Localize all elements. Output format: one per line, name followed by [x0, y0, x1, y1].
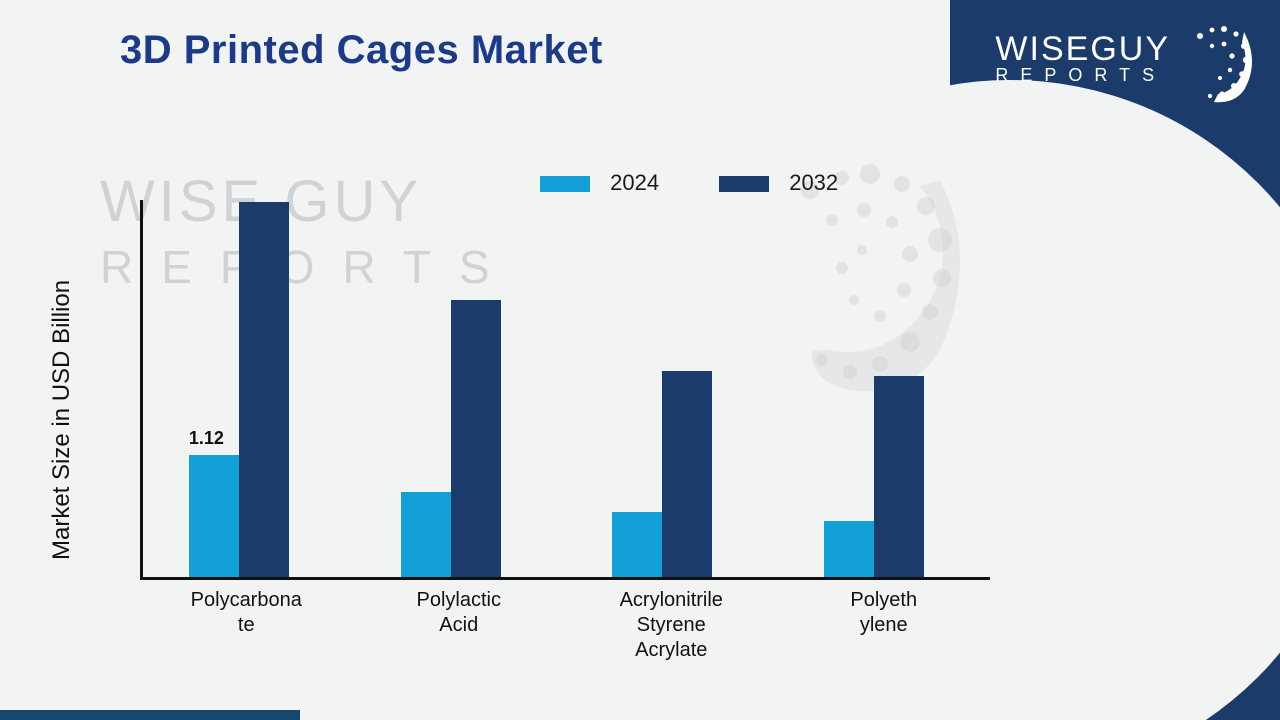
x-label-3: Polyethylene [804, 588, 964, 663]
bar-2024-0 [189, 455, 239, 577]
legend-item-2024: 2024 [540, 170, 659, 196]
bar-group-1 [401, 200, 521, 577]
bar-2024-3 [824, 521, 874, 577]
logo-line1: WISEGUY [995, 30, 1170, 69]
legend-label-2032: 2032 [789, 170, 838, 195]
stage: WISE GUY REPORTS 3D Printed Cages Market… [0, 0, 1280, 720]
data-label-2024-0: 1.12 [189, 428, 224, 449]
bar-group-2 [612, 200, 732, 577]
y-axis-label: Market Size in USD Billion [48, 280, 76, 560]
legend-swatch-2032 [719, 176, 769, 192]
bottom-accent-bar [0, 710, 300, 720]
x-label-2: AcrylonitrileStyreneAcrylate [591, 588, 751, 663]
x-axis-labels: Polycarbonate PolylacticAcid Acrylonitrile… [140, 588, 990, 663]
brand-logo: WISEGUY REPORTS [995, 30, 1170, 86]
logo-head-icon [1188, 24, 1258, 104]
logo-line2: REPORTS [995, 65, 1170, 86]
legend-item-2032: 2032 [719, 170, 838, 196]
x-label-0: Polycarbonate [166, 588, 326, 663]
bar-groups: 1.12 [143, 200, 990, 577]
bar-2032-0 [239, 202, 289, 577]
bar-group-3 [824, 200, 944, 577]
plot-area: 1.12 [140, 200, 990, 580]
bar-chart: 1.12 [90, 200, 990, 600]
bar-2032-2 [662, 371, 712, 577]
bar-group-0: 1.12 [189, 200, 309, 577]
bar-2032-3 [874, 376, 924, 577]
x-label-1: PolylacticAcid [379, 588, 539, 663]
bar-2024-2 [612, 512, 662, 577]
chart-title: 3D Printed Cages Market [120, 28, 603, 73]
bar-2032-1 [451, 300, 501, 577]
legend-label-2024: 2024 [610, 170, 659, 195]
chart-legend: 2024 2032 [540, 170, 838, 196]
legend-swatch-2024 [540, 176, 590, 192]
bar-2024-1 [401, 492, 451, 577]
